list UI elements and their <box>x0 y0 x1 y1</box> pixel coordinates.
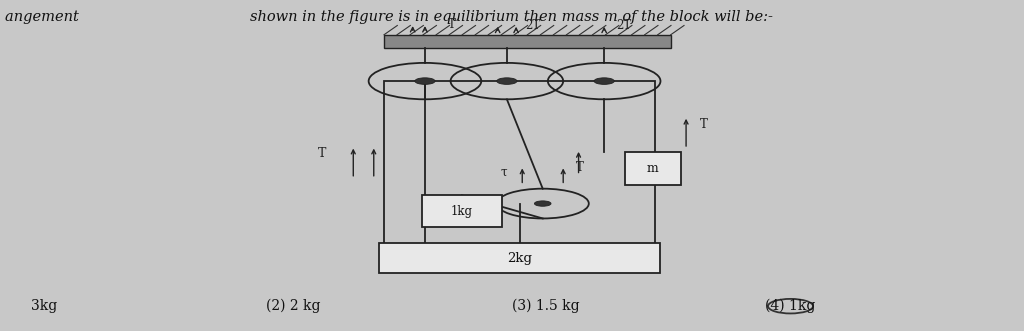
Text: (2) 2 kg: (2) 2 kg <box>266 299 321 313</box>
Text: 2T: 2T <box>525 19 541 32</box>
Text: T: T <box>318 147 327 161</box>
Text: 3kg: 3kg <box>31 299 57 313</box>
Text: T: T <box>575 161 584 174</box>
Text: τ: τ <box>501 166 507 179</box>
Text: 2T: 2T <box>616 19 632 32</box>
Circle shape <box>497 78 517 84</box>
Bar <box>384 35 671 48</box>
Circle shape <box>535 201 551 206</box>
Text: m: m <box>647 162 658 175</box>
Bar <box>379 243 660 273</box>
Bar <box>422 195 502 227</box>
Bar <box>625 152 681 185</box>
Text: T: T <box>699 118 708 131</box>
Text: 1kg: 1kg <box>451 205 473 217</box>
Bar <box>384 81 655 247</box>
Text: 2kg: 2kg <box>507 252 532 265</box>
Circle shape <box>594 78 614 84</box>
Circle shape <box>415 78 435 84</box>
Text: shown in the figure is in equilibrium then mass m of the block will be:-: shown in the figure is in equilibrium th… <box>251 10 773 24</box>
Text: (3) 1.5 kg: (3) 1.5 kg <box>512 299 580 313</box>
Text: T: T <box>447 18 456 31</box>
Text: (4) 1kg: (4) 1kg <box>765 299 816 313</box>
Text: angement: angement <box>5 10 84 24</box>
